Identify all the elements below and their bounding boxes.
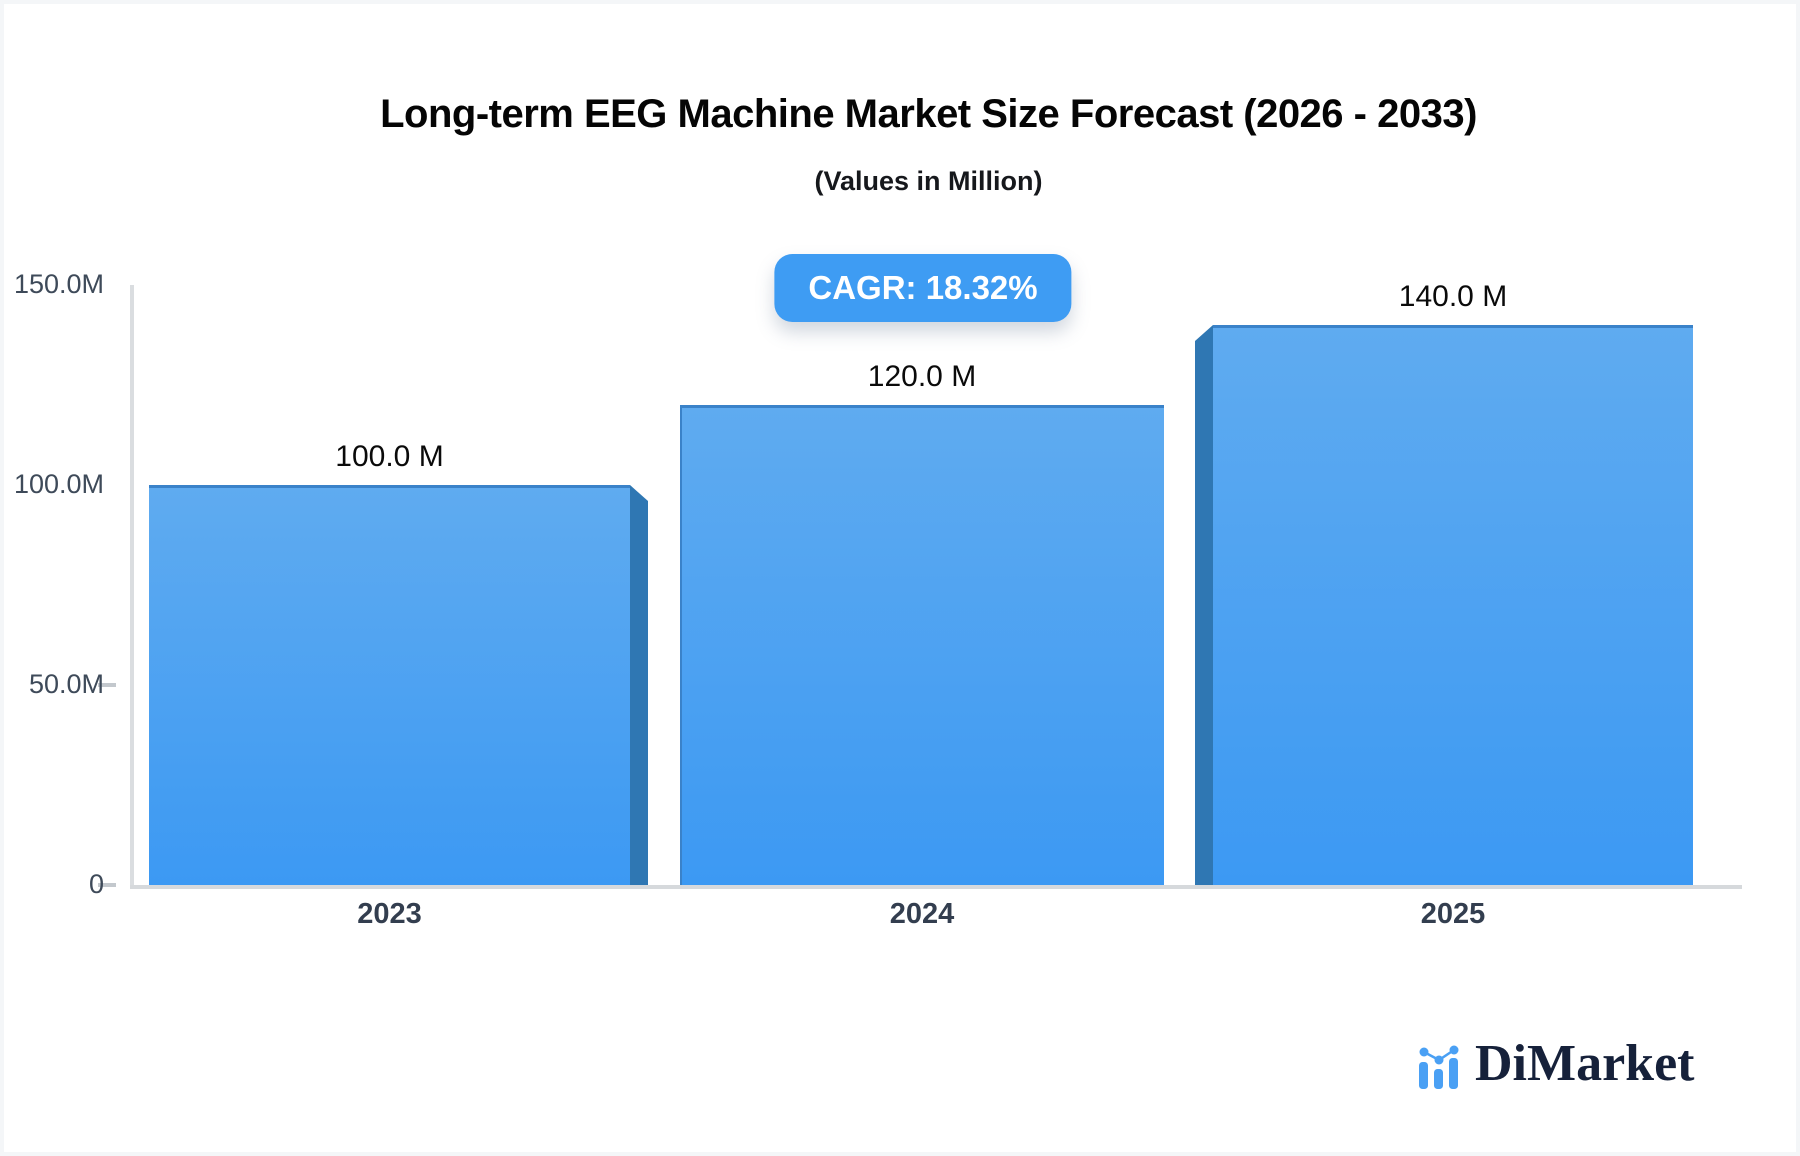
- x-axis-line: [130, 885, 1742, 889]
- y-axis-label: 100.0M: [13, 469, 104, 499]
- chart-bar: [1213, 325, 1693, 885]
- chart-bar-3d-side: [630, 485, 648, 885]
- y-axis-tick: [98, 683, 116, 687]
- chart-bar: [680, 405, 1164, 885]
- x-axis-label: 2025: [1420, 898, 1486, 930]
- chart-title: Long-term EEG Machine Market Size Foreca…: [380, 92, 1477, 136]
- y-axis-label: 150.0M: [13, 269, 104, 299]
- chart-bar: [149, 485, 630, 885]
- x-axis-label: 2024: [889, 898, 955, 930]
- chart-bar-3d-side: [1195, 325, 1213, 885]
- y-axis-tick: [98, 883, 116, 887]
- bar-value-label: 140.0 M: [1398, 280, 1508, 313]
- logo-chart-icon: [1419, 1045, 1459, 1089]
- y-axis-label: 0: [88, 869, 104, 899]
- chart-subtitle: (Values in Million): [814, 166, 1043, 196]
- y-axis-line: [130, 285, 134, 889]
- brand-logo: DiMarket: [1418, 1038, 1694, 1090]
- x-axis-label: 2023: [357, 898, 422, 930]
- bar-value-label: 100.0 M: [335, 440, 444, 473]
- bar-value-label: 120.0 M: [867, 360, 977, 393]
- logo-text: DiMarket: [1475, 1035, 1695, 1092]
- y-axis-label: 50.0M: [28, 669, 104, 699]
- cagr-badge: CAGR: 18.32%: [774, 254, 1072, 322]
